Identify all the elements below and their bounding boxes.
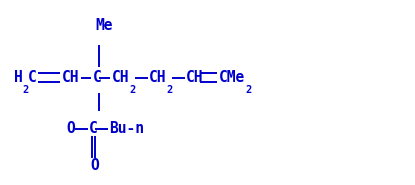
Text: 2: 2 xyxy=(246,85,252,95)
Text: CH: CH xyxy=(186,70,204,85)
Text: O: O xyxy=(66,121,75,137)
Text: 2: 2 xyxy=(167,85,173,95)
Text: C: C xyxy=(89,121,98,137)
Text: Me: Me xyxy=(95,18,113,33)
Text: O: O xyxy=(90,158,99,173)
Text: C: C xyxy=(28,70,37,85)
Text: CH: CH xyxy=(112,70,129,85)
Text: 2: 2 xyxy=(23,85,29,95)
Text: C: C xyxy=(93,70,102,85)
Text: CH: CH xyxy=(62,70,80,85)
Text: 2: 2 xyxy=(129,85,135,95)
Text: H: H xyxy=(14,70,22,85)
Text: CMe: CMe xyxy=(219,70,245,85)
Text: CH: CH xyxy=(149,70,166,85)
Text: Bu-n: Bu-n xyxy=(109,121,144,137)
